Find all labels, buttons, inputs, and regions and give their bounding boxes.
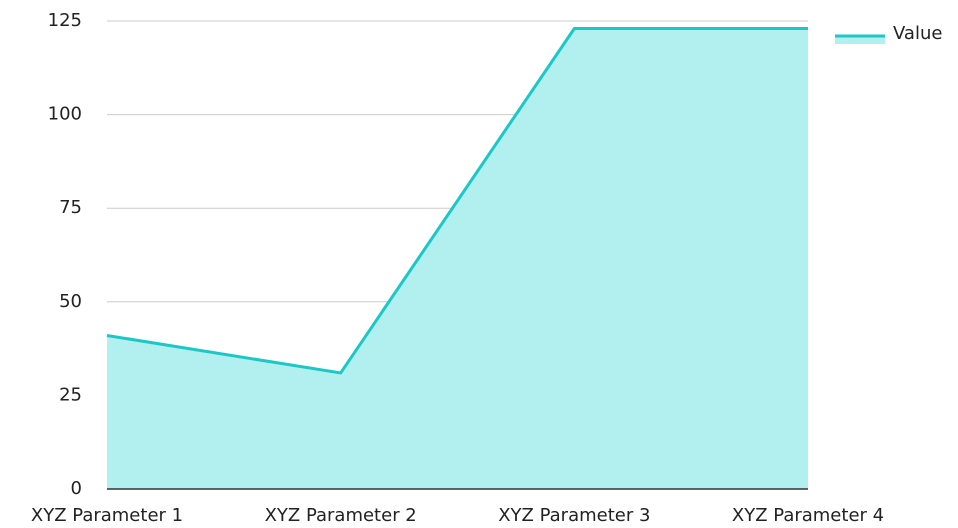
y-tick-label: 50 xyxy=(59,291,82,312)
y-tick-label: 25 xyxy=(59,384,82,405)
legend-label: Value xyxy=(893,23,942,44)
x-tick-label: XYZ Parameter 3 xyxy=(498,505,650,526)
legend: Value xyxy=(835,23,942,44)
x-tick-label: XYZ Parameter 1 xyxy=(31,505,183,526)
legend-swatch xyxy=(835,36,885,44)
x-tick-label: XYZ Parameter 4 xyxy=(732,505,884,526)
x-tick-label: XYZ Parameter 2 xyxy=(265,505,417,526)
y-tick-label: 75 xyxy=(59,197,82,218)
area xyxy=(107,28,808,489)
y-tick-label: 125 xyxy=(48,10,82,31)
line xyxy=(106,26,808,375)
y-tick-label: 100 xyxy=(48,104,82,125)
y-tick-label: 0 xyxy=(71,478,82,499)
